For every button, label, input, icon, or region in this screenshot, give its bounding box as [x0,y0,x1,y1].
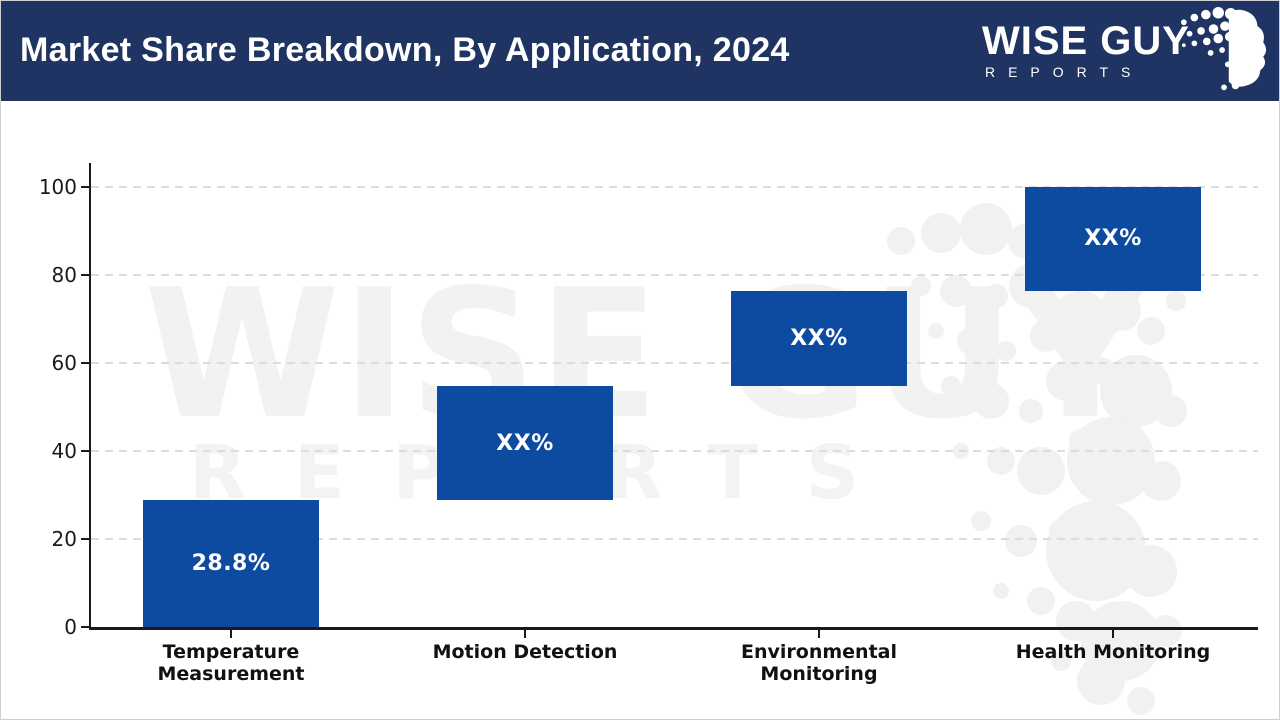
y-tick-label: 0 [64,615,77,639]
watermark-dot [911,276,931,296]
header: Market Share Breakdown, By Application, … [1,1,1279,101]
x-tick-label-line: Measurement [157,663,305,685]
watermark-dot [940,275,972,307]
watermark-dot [1137,317,1165,345]
bar-value-label: 28.8% [191,551,271,577]
gridline [91,274,1258,276]
logo-head-icon [1180,6,1267,90]
watermark-dot [1150,615,1182,647]
watermark-dot [887,227,915,255]
watermark-dot [971,511,991,531]
gridline [91,186,1258,188]
bar-value-label: XX% [790,325,848,351]
y-tick-label: 80 [51,263,77,287]
x-axis-line [89,627,1258,630]
x-tick-label-line: Health Monitoring [1015,641,1211,663]
x-tick-label-line: Temperature [162,641,300,663]
watermark-dot [1017,447,1065,495]
bar-temperature-measurement: 28.8% [143,500,319,627]
y-tick-label: 20 [51,527,77,551]
bar-health-monitoring: XX% [1025,187,1201,291]
watermark-dot [1046,361,1086,401]
watermark-dot [1051,291,1111,351]
y-tick-label: 100 [38,175,77,199]
gridline [91,538,1258,540]
y-tick-label: 60 [51,351,77,375]
bar-value-label: XX% [1084,226,1142,252]
page-title: Market Share Breakdown, By Application, … [20,31,790,69]
watermark-dot [1051,651,1071,671]
x-tick-label-line: Monitoring [760,663,878,685]
gridline [91,450,1258,452]
logo-wordmark: WISE GUY [981,19,1190,63]
x-tick-label-line: Motion Detection [432,641,618,663]
watermark-dot [1027,587,1055,615]
watermark-dot [941,376,961,396]
y-tick-mark [81,186,89,188]
watermark-dot [1077,657,1125,705]
y-tick-mark [81,538,89,540]
watermark-dot [996,341,1016,361]
y-tick-label: 40 [51,439,77,463]
watermark-dot [1155,395,1187,427]
watermark-dot [1005,525,1037,557]
bar-value-label: XX% [496,430,554,456]
x-tick-label-motion-detection: Motion Detection [433,641,618,663]
watermark-dot [928,323,944,339]
logo-text: WISE GUY REPORTS [982,21,1190,80]
watermark-dot [957,327,985,355]
x-tick-label-temperature-measurement: Temperature Measurement [158,641,305,685]
watermark-dot [1019,399,1043,423]
gridline [91,362,1258,364]
x-tick-label-line: Environmental [741,641,897,663]
watermark-dot [1141,461,1181,501]
logo-subtext: REPORTS [984,64,1144,80]
watermark-dot [1166,291,1186,311]
watermark-dot [1127,687,1155,715]
watermark-dot [960,203,1012,255]
x-tick-label-health-monitoring: Health Monitoring [1016,641,1211,663]
watermark-dot [1125,545,1177,597]
watermark-dot [921,213,961,253]
watermark-dot [973,383,1009,419]
watermark-dot [984,284,1008,308]
x-tick-mark [1112,630,1114,638]
y-axis-line [89,163,91,629]
y-tick-mark [81,626,89,628]
watermark-dot [1101,291,1141,331]
bar-motion-detection: XX% [437,385,613,501]
wise-guy-logo: WISE GUY REPORTS [982,6,1272,95]
y-tick-mark [81,450,89,452]
y-tick-mark [81,274,89,276]
watermark-dot [1067,417,1155,505]
y-tick-mark [81,362,89,364]
x-tick-mark [818,630,820,638]
x-tick-mark [524,630,526,638]
x-tick-label-environmental-monitoring: Environmental Monitoring [741,641,897,685]
bar-environmental-monitoring: XX% [731,290,907,386]
x-tick-mark [230,630,232,638]
watermark-dot [993,583,1009,599]
